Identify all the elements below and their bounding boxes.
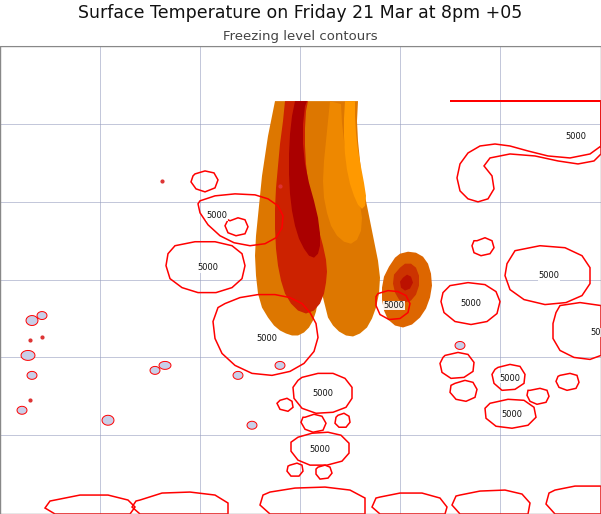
- Text: 5000: 5000: [207, 211, 228, 221]
- Text: Freezing level contours: Freezing level contours: [223, 30, 378, 43]
- Polygon shape: [275, 361, 285, 370]
- Text: 5000: 5000: [499, 374, 520, 383]
- Text: 5000: 5000: [257, 334, 278, 343]
- Polygon shape: [289, 101, 320, 258]
- Polygon shape: [400, 274, 413, 290]
- Polygon shape: [17, 406, 27, 414]
- Polygon shape: [102, 415, 114, 425]
- Text: 5000: 5000: [501, 410, 522, 419]
- Text: 5000: 5000: [198, 263, 219, 272]
- Text: 5000: 5000: [566, 132, 587, 140]
- Polygon shape: [255, 101, 380, 337]
- Polygon shape: [393, 264, 419, 303]
- Polygon shape: [233, 372, 243, 379]
- Polygon shape: [275, 101, 327, 314]
- Text: 5000: 5000: [460, 299, 481, 308]
- Polygon shape: [21, 351, 35, 360]
- Polygon shape: [344, 101, 366, 209]
- Text: 5000: 5000: [383, 301, 404, 310]
- Polygon shape: [26, 316, 38, 325]
- Polygon shape: [382, 252, 432, 327]
- Text: Surface Temperature on Friday 21 Mar at 8pm +05: Surface Temperature on Friday 21 Mar at …: [78, 4, 523, 22]
- Polygon shape: [37, 311, 47, 320]
- Polygon shape: [150, 366, 160, 374]
- Text: 5000: 5000: [313, 389, 334, 398]
- Polygon shape: [247, 421, 257, 429]
- Text: 5000: 5000: [310, 445, 331, 454]
- Text: 5000: 5000: [538, 271, 560, 280]
- Text: 5000: 5000: [591, 328, 601, 337]
- Polygon shape: [455, 341, 465, 350]
- Polygon shape: [323, 101, 362, 244]
- Polygon shape: [159, 361, 171, 370]
- Polygon shape: [27, 372, 37, 379]
